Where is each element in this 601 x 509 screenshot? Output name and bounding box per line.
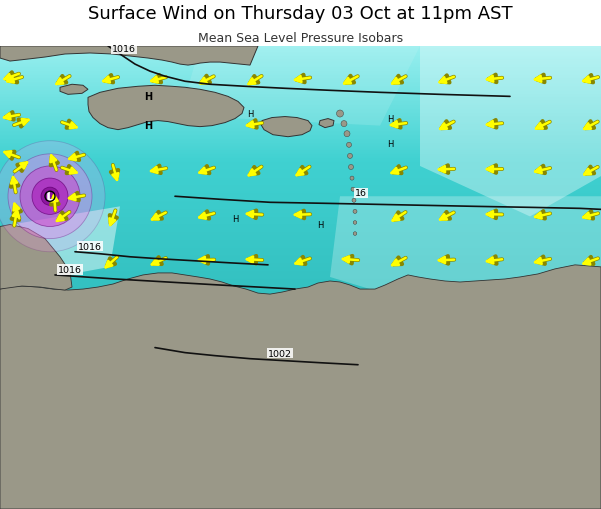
Polygon shape: [60, 85, 88, 95]
Text: H: H: [317, 220, 323, 229]
Polygon shape: [0, 47, 258, 66]
Text: L: L: [46, 190, 55, 204]
Text: Surface Wind on Thursday 03 Oct at 11pm AST: Surface Wind on Thursday 03 Oct at 11pm …: [88, 5, 513, 23]
Polygon shape: [0, 225, 72, 291]
Polygon shape: [395, 280, 418, 298]
Polygon shape: [330, 197, 601, 307]
Text: 1002: 1002: [268, 349, 292, 358]
Circle shape: [344, 131, 350, 137]
Circle shape: [20, 166, 80, 227]
Circle shape: [341, 121, 347, 127]
Circle shape: [347, 143, 352, 148]
Circle shape: [351, 188, 355, 192]
Text: H: H: [144, 121, 152, 130]
Circle shape: [352, 199, 356, 203]
Circle shape: [347, 154, 353, 159]
Polygon shape: [88, 86, 244, 130]
Text: Mean Sea Level Pressure Isobars: Mean Sea Level Pressure Isobars: [198, 32, 403, 45]
Text: H: H: [232, 215, 238, 224]
Circle shape: [353, 232, 357, 236]
Polygon shape: [0, 265, 601, 509]
Circle shape: [350, 177, 354, 181]
Polygon shape: [420, 47, 601, 217]
Circle shape: [353, 210, 357, 214]
Circle shape: [0, 142, 105, 252]
Polygon shape: [0, 207, 120, 288]
Polygon shape: [261, 117, 312, 137]
Text: 16: 16: [355, 189, 367, 198]
Polygon shape: [319, 119, 334, 128]
Polygon shape: [180, 47, 420, 126]
Text: H: H: [387, 115, 393, 123]
Polygon shape: [380, 288, 601, 388]
Text: 1016: 1016: [78, 242, 102, 251]
Polygon shape: [425, 280, 437, 292]
Circle shape: [32, 179, 68, 215]
Circle shape: [353, 221, 357, 225]
Text: H: H: [247, 109, 253, 118]
Text: 1016: 1016: [112, 45, 136, 54]
Text: H: H: [387, 139, 393, 149]
Circle shape: [349, 165, 353, 170]
Text: H: H: [144, 92, 152, 102]
Text: 1016: 1016: [58, 265, 82, 274]
Circle shape: [337, 111, 344, 118]
Circle shape: [8, 155, 92, 239]
Circle shape: [41, 188, 59, 206]
